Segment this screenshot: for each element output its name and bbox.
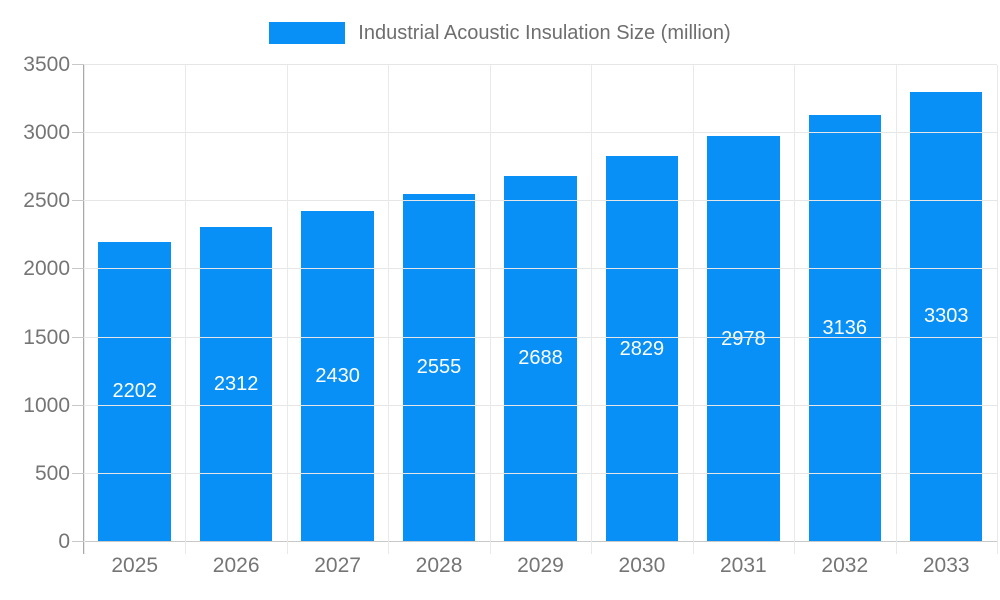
v-gridline: [794, 65, 796, 554]
h-gridline: [84, 472, 997, 474]
v-gridline: [185, 65, 187, 554]
bar-2029[interactable]: 2688: [504, 175, 577, 542]
bar-slot: 3303: [896, 65, 997, 542]
h-gridline: [84, 336, 997, 338]
v-gridline: [591, 65, 593, 554]
bar-slot: 2555: [388, 65, 489, 542]
y-axis-label: 3500: [23, 53, 70, 76]
y-axis-tick: [72, 541, 84, 542]
x-axis-label: 2032: [821, 554, 869, 577]
y-axis-tick: [72, 472, 84, 474]
bar-value-label: 2202: [112, 380, 157, 403]
h-gridline: [84, 268, 997, 270]
x-axis-label: 2030: [618, 554, 666, 577]
h-gridline: [84, 200, 997, 202]
bar-slot: 2202: [84, 65, 185, 542]
x-axis-label: 2031: [719, 554, 767, 577]
bar-2026[interactable]: 2312: [199, 226, 273, 542]
x-axis-label: 2026: [212, 554, 260, 577]
y-axis-label: 3000: [23, 121, 70, 145]
v-gridline: [286, 65, 288, 554]
x-axis-label: 2028: [415, 554, 463, 577]
legend-label[interactable]: Industrial Acoustic Insulation Size (mil…: [358, 21, 731, 44]
bar-2030[interactable]: 2829: [605, 156, 679, 542]
y-axis-tick: [72, 404, 84, 406]
y-axis-tick: [72, 336, 84, 338]
y-axis-tick: [72, 64, 84, 65]
h-gridline: [84, 541, 997, 542]
v-gridline: [84, 65, 85, 554]
bar-value-label: 3303: [923, 305, 969, 328]
bar-value-label: 2978: [721, 327, 766, 350]
bar-2033[interactable]: 3303: [909, 91, 983, 542]
bar-2027[interactable]: 2430: [301, 210, 374, 542]
y-axis-tick: [72, 132, 84, 134]
bar-value-label: 2555: [416, 356, 462, 379]
plot-area: 2202 2312 2430 2555 2688 2829 2978 3136 3303 0 50…: [23, 53, 998, 554]
y-axis-label: 500: [34, 461, 70, 485]
bar-2031[interactable]: 2978: [707, 136, 780, 542]
bar-slot: 2829: [591, 65, 692, 542]
bars-container: 2202 2312 2430 2555 2688 2829 2978 3136 3303: [84, 65, 997, 542]
bar-value-label: 2829: [619, 337, 665, 360]
v-gridline: [895, 65, 897, 554]
bar-slot: 3136: [794, 65, 895, 542]
bar-value-label: 2312: [213, 372, 259, 395]
x-axis-label: 2025: [111, 554, 159, 577]
y-axis-label: 0: [58, 530, 70, 553]
y-axis-label: 1000: [23, 393, 70, 417]
legend-swatch[interactable]: [269, 22, 346, 44]
y-axis-label: 2500: [23, 189, 70, 213]
bar-value-label: 2688: [518, 347, 563, 370]
bar-slot: 2430: [287, 65, 388, 542]
bar-value-label: 2430: [315, 364, 360, 387]
h-gridline: [84, 132, 997, 134]
y-axis-label: 1500: [23, 325, 70, 349]
bar-slot: 2688: [490, 65, 591, 542]
v-gridline: [997, 65, 998, 554]
bar-2028[interactable]: 2555: [402, 193, 476, 542]
h-gridline: [84, 404, 997, 406]
legend: Industrial Acoustic Insulation Size (mil…: [0, 16, 1000, 50]
bar-value-label: 3136: [822, 316, 868, 339]
h-gridline: [84, 64, 997, 65]
y-axis-tick: [72, 268, 84, 270]
x-axis-labels: 2025 2026 2027 2028 2029 2030 2031 2032 2033: [84, 554, 997, 578]
x-axis-label: 2029: [517, 554, 564, 577]
y-axis-label: 2000: [23, 257, 70, 281]
x-axis-label: 2033: [922, 554, 970, 577]
x-axis-label: 2027: [314, 554, 361, 577]
bar-2032[interactable]: 3136: [808, 114, 882, 542]
y-axis-tick: [72, 200, 84, 202]
bar-2025[interactable]: 2202: [98, 241, 171, 542]
bar-slot: 2312: [185, 65, 286, 542]
v-gridline: [692, 65, 694, 554]
bar-slot: 2978: [693, 65, 794, 542]
v-gridline: [388, 65, 390, 554]
v-gridline: [489, 65, 491, 554]
